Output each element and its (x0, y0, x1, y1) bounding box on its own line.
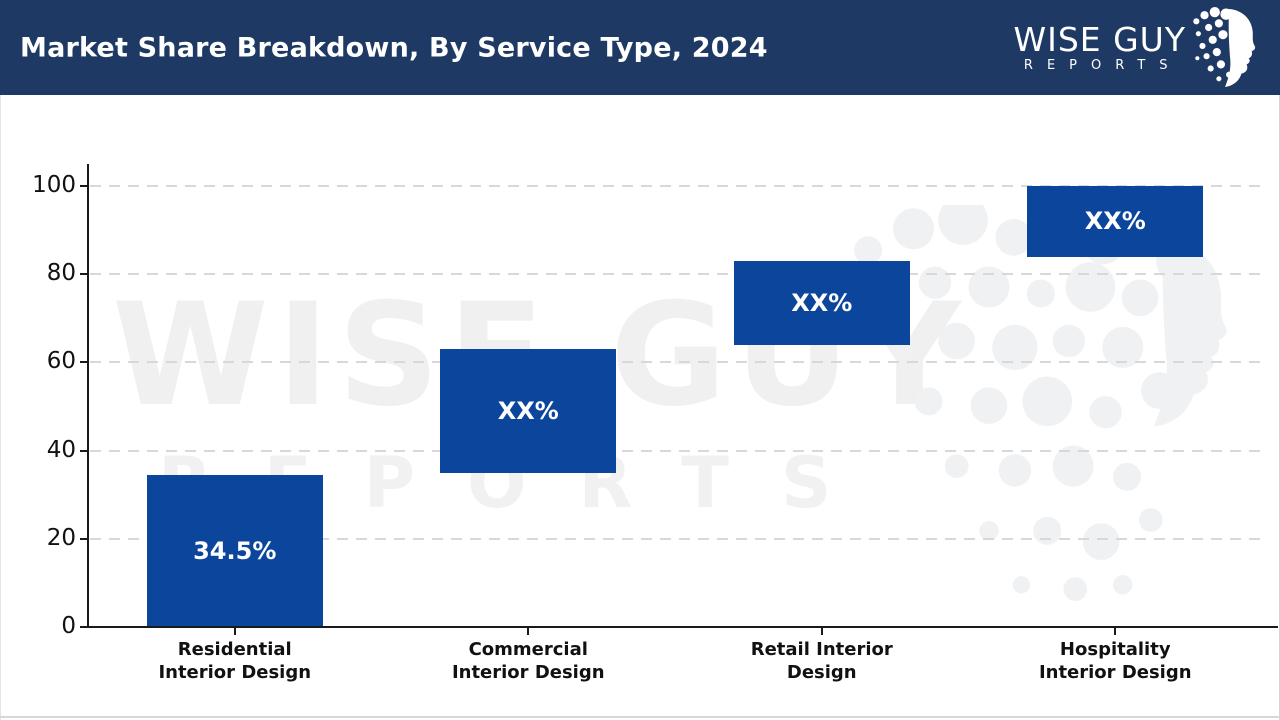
y-axis-tick-label: 0 (61, 613, 76, 639)
page-title: Market Share Breakdown, By Service Type,… (20, 32, 768, 63)
bottom-border-rule (0, 716, 1280, 718)
x-axis-line (87, 626, 1278, 628)
x-axis-tick (820, 628, 823, 635)
x-category-label: Residential Interior Design (158, 639, 312, 684)
wiseguy-logo: WISE GUY REPORTS (1013, 6, 1266, 90)
grid-line (90, 273, 1262, 276)
bar-data-label: 34.5% (193, 536, 277, 565)
logo-wiseguy-label: WISE GUY (1013, 19, 1186, 59)
y-axis-tick-label: 20 (46, 524, 76, 551)
bar-data-label: XX% (497, 396, 559, 425)
grid-line (90, 185, 1262, 187)
y-axis-tick (80, 537, 88, 540)
y-axis-tick (80, 361, 88, 364)
y-axis-tick (80, 273, 88, 276)
y-axis-tick (80, 626, 88, 628)
y-axis-tick-label: 60 (46, 348, 76, 375)
x-category-label: Hospitality Interior Design (1038, 639, 1192, 684)
bar-data-label: XX% (1084, 207, 1146, 236)
y-axis-tick-label: 40 (46, 436, 76, 463)
x-category-label: Commercial Interior Design (451, 639, 605, 684)
y-axis-tick-label: 80 (46, 260, 76, 287)
bar-data-label: XX% (791, 288, 853, 317)
header-bar: Market Share Breakdown, By Service Type,… (0, 0, 1280, 95)
logo-reports-label: REPORTS (1023, 58, 1182, 74)
grid-line (90, 537, 1262, 540)
wiseguy-logo-text: WISE GUY REPORTS (1013, 19, 1186, 74)
wiseguy-head-icon (1193, 7, 1256, 87)
x-axis-tick (527, 628, 530, 635)
bar-segment: XX% (440, 349, 617, 473)
y-axis-tick-label: 100 (32, 172, 76, 198)
bar-segment: XX% (733, 260, 910, 345)
x-axis-tick (1114, 628, 1117, 635)
y-axis-tick (80, 449, 88, 452)
grid-line (90, 449, 1262, 452)
y-axis-tick (80, 185, 88, 187)
x-axis-tick (233, 628, 236, 635)
bar-segment: 34.5% (146, 474, 323, 627)
y-axis-line (87, 164, 89, 628)
grid-line (90, 361, 1262, 364)
x-category-label: Retail Interior Design (750, 639, 893, 684)
bar-segment: XX% (1027, 186, 1204, 257)
